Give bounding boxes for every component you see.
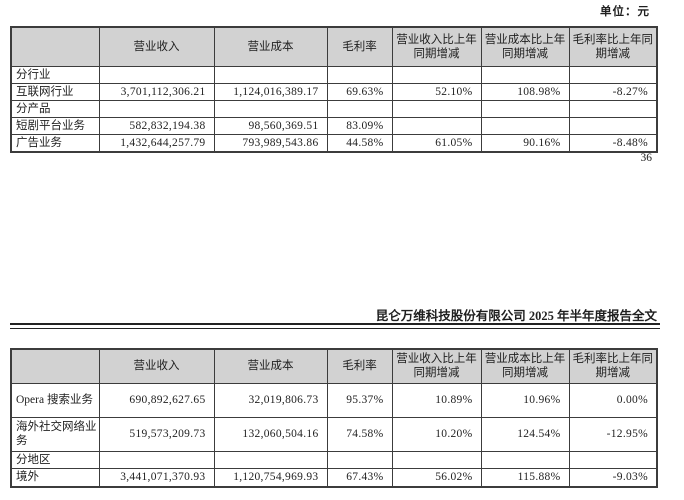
column-header-revenue-yoy: 营业收入比上年同期增减 bbox=[391, 348, 482, 384]
row-label-cell: 境外 bbox=[10, 467, 100, 488]
data-cell bbox=[568, 450, 658, 469]
data-cell: 67.43% bbox=[326, 467, 393, 488]
column-header-gross-margin: 毛利率 bbox=[326, 348, 393, 384]
data-cell: 1,432,644,257.79 bbox=[98, 133, 215, 152]
data-cell: 44.58% bbox=[326, 133, 393, 152]
data-cell bbox=[98, 450, 215, 469]
row-label-cell: Opera 搜索业务 bbox=[10, 382, 100, 418]
table-row-by-region: 分地区 bbox=[10, 450, 658, 469]
data-cell: 74.58% bbox=[326, 416, 393, 452]
data-cell: 3,701,112,306.21 bbox=[98, 82, 215, 101]
data-cell: 793,989,543.86 bbox=[213, 133, 328, 152]
unit-label: 单位：元 bbox=[600, 6, 650, 18]
data-cell bbox=[326, 99, 393, 118]
row-label-cell: 互联网行业 bbox=[10, 82, 100, 101]
column-header-cost: 营业成本 bbox=[213, 26, 328, 67]
data-cell: 61.05% bbox=[391, 133, 482, 152]
data-cell: 582,832,194.38 bbox=[98, 116, 215, 135]
row-label-cell: 广告业务 bbox=[10, 133, 100, 152]
data-cell: 10.89% bbox=[391, 382, 482, 418]
row-label-cell: 海外社交网络业务 bbox=[10, 416, 100, 452]
data-cell: 56.02% bbox=[391, 467, 482, 488]
revenue-table-by-product-region: 营业收入 营业成本 毛利率 营业收入比上年同期增减 营业成本比上年同期增减 毛利… bbox=[10, 348, 658, 488]
data-cell bbox=[391, 116, 482, 135]
data-cell: 519,573,209.73 bbox=[98, 416, 215, 452]
data-cell bbox=[391, 99, 482, 118]
data-cell: 3,441,071,370.93 bbox=[98, 467, 215, 488]
column-header-margin-yoy: 毛利率比上年同期增减 bbox=[568, 26, 658, 67]
header-double-rule bbox=[10, 323, 660, 329]
data-cell: -12.95% bbox=[568, 416, 658, 452]
data-cell: 1,124,016,389.17 bbox=[213, 82, 328, 101]
data-cell: 98,560,369.51 bbox=[213, 116, 328, 135]
table-header-row: 营业收入 营业成本 毛利率 营业收入比上年同期增减 营业成本比上年同期增减 毛利… bbox=[10, 26, 658, 67]
row-label-cell: 短剧平台业务 bbox=[10, 116, 100, 135]
data-cell bbox=[326, 65, 393, 84]
column-header-cost: 营业成本 bbox=[213, 348, 328, 384]
column-header-revenue: 营业收入 bbox=[98, 26, 215, 67]
page-number: 36 bbox=[640, 152, 653, 164]
data-cell: 690,892,627.65 bbox=[98, 382, 215, 418]
table-row-advertising: 广告业务 1,432,644,257.79 793,989,543.86 44.… bbox=[10, 133, 658, 152]
data-cell bbox=[480, 65, 570, 84]
data-cell: 52.10% bbox=[391, 82, 482, 101]
column-header-blank bbox=[10, 348, 100, 384]
data-cell: 124.54% bbox=[480, 416, 570, 452]
data-cell bbox=[568, 65, 658, 84]
data-cell bbox=[568, 116, 658, 135]
revenue-table-by-industry-product: 营业收入 营业成本 毛利率 营业收入比上年同期增减 营业成本比上年同期增减 毛利… bbox=[10, 26, 658, 153]
data-cell: 0.00% bbox=[568, 382, 658, 418]
data-cell bbox=[213, 65, 328, 84]
data-cell bbox=[98, 65, 215, 84]
table-row-by-product: 分产品 bbox=[10, 99, 658, 118]
report-title: 昆仑万维科技股份有限公司 2025 年半年度报告全文 bbox=[375, 309, 657, 323]
data-cell bbox=[480, 99, 570, 118]
data-cell: 10.20% bbox=[391, 416, 482, 452]
data-cell: -8.27% bbox=[568, 82, 658, 101]
data-cell bbox=[213, 99, 328, 118]
data-cell: 83.09% bbox=[326, 116, 393, 135]
column-header-cost-yoy: 营业成本比上年同期增减 bbox=[480, 26, 570, 67]
data-cell bbox=[98, 99, 215, 118]
data-cell: 69.63% bbox=[326, 82, 393, 101]
column-header-revenue: 营业收入 bbox=[98, 348, 215, 384]
data-cell bbox=[391, 65, 482, 84]
column-header-gross-margin: 毛利率 bbox=[326, 26, 393, 67]
data-cell: 108.98% bbox=[480, 82, 570, 101]
table-row-short-drama-platform: 短剧平台业务 582,832,194.38 98,560,369.51 83.0… bbox=[10, 116, 658, 135]
data-cell: 32,019,806.73 bbox=[213, 382, 328, 418]
table-header-row: 营业收入 营业成本 毛利率 营业收入比上年同期增减 营业成本比上年同期增减 毛利… bbox=[10, 348, 658, 384]
data-cell: 1,120,754,969.93 bbox=[213, 467, 328, 488]
row-label-cell: 分地区 bbox=[10, 450, 100, 469]
column-header-margin-yoy: 毛利率比上年同期增减 bbox=[568, 348, 658, 384]
data-cell bbox=[213, 450, 328, 469]
table-row-overseas: 境外 3,441,071,370.93 1,120,754,969.93 67.… bbox=[10, 467, 658, 488]
data-cell: 10.96% bbox=[480, 382, 570, 418]
data-cell: 132,060,504.16 bbox=[213, 416, 328, 452]
data-cell bbox=[480, 116, 570, 135]
row-label-cell: 分产品 bbox=[10, 99, 100, 118]
table-row-opera-search: Opera 搜索业务 690,892,627.65 32,019,806.73 … bbox=[10, 382, 658, 418]
data-cell: 115.88% bbox=[480, 467, 570, 488]
table-row-internet-industry: 互联网行业 3,701,112,306.21 1,124,016,389.17 … bbox=[10, 82, 658, 101]
data-cell: 95.37% bbox=[326, 382, 393, 418]
data-cell bbox=[326, 450, 393, 469]
column-header-blank bbox=[10, 26, 100, 67]
data-cell bbox=[480, 450, 570, 469]
data-cell bbox=[391, 450, 482, 469]
column-header-cost-yoy: 营业成本比上年同期增减 bbox=[480, 348, 570, 384]
column-header-revenue-yoy: 营业收入比上年同期增减 bbox=[391, 26, 482, 67]
data-cell: -9.03% bbox=[568, 467, 658, 488]
data-cell: -8.48% bbox=[568, 133, 658, 152]
table-row-by-industry: 分行业 bbox=[10, 65, 658, 84]
data-cell: 90.16% bbox=[480, 133, 570, 152]
row-label-cell: 分行业 bbox=[10, 65, 100, 84]
table-row-overseas-social-network: 海外社交网络业务 519,573,209.73 132,060,504.16 7… bbox=[10, 416, 658, 452]
data-cell bbox=[568, 99, 658, 118]
